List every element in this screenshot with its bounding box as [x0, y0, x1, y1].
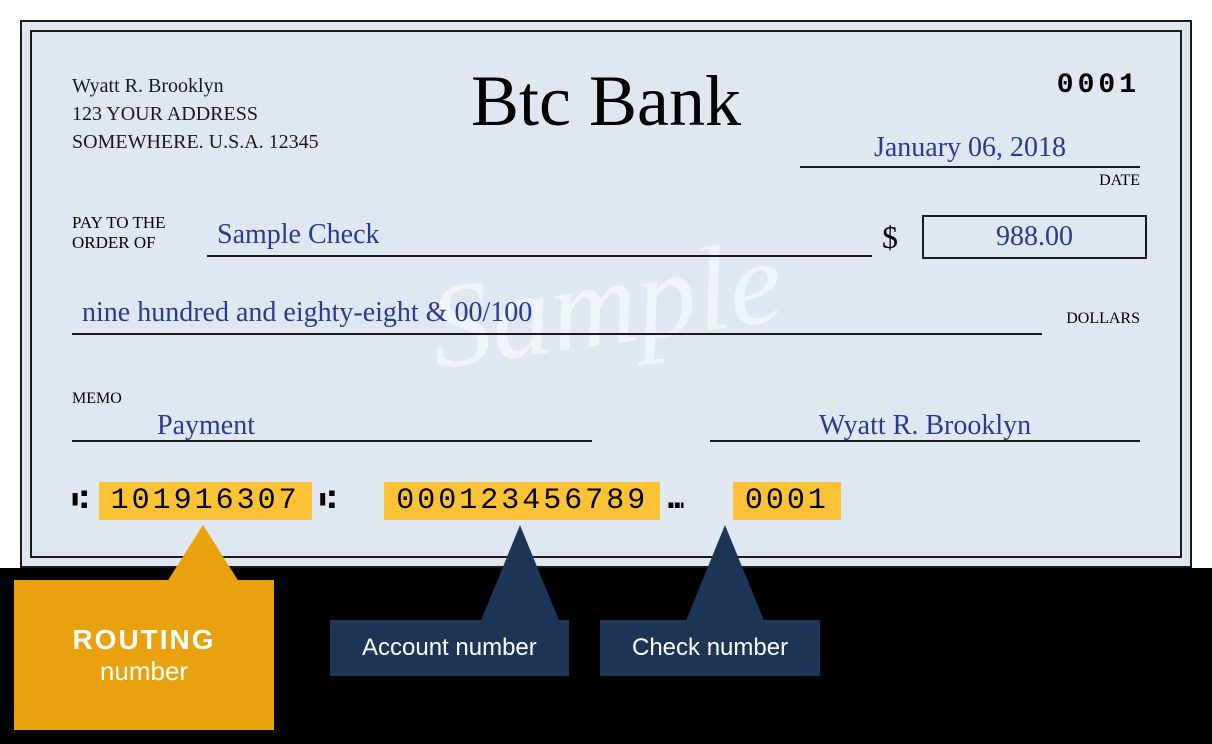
- routing-arrow-icon: [165, 525, 241, 585]
- pay-to-line: Sample Check: [207, 219, 872, 257]
- amount-words-value: nine hundred and eighty-eight & 00/100: [72, 297, 532, 328]
- micr-symbol-start: ⑆: [72, 486, 91, 516]
- memo-value: Payment: [72, 410, 255, 441]
- date-value: January 06, 2018: [800, 132, 1140, 168]
- dollars-label: DOLLARS: [1066, 310, 1140, 328]
- date-label: DATE: [800, 172, 1140, 190]
- account-callout: Account number: [330, 620, 569, 676]
- pay-to-value: Sample Check: [207, 219, 380, 250]
- check-container: Sample Wyatt R. Brooklyn 123 YOUR ADDRES…: [20, 20, 1192, 568]
- bank-name: Btc Bank: [471, 60, 741, 143]
- check-number-highlight: 0001: [733, 482, 841, 520]
- memo-line: Payment: [72, 410, 592, 442]
- date-section: January 06, 2018 DATE: [800, 132, 1140, 190]
- pay-to-label-line1: PAY TO THE: [72, 213, 166, 233]
- routing-callout-title: ROUTING: [72, 624, 215, 656]
- amount-words-line: nine hundred and eighty-eight & 00/100: [72, 297, 1042, 335]
- micr-line: ⑆ 101916307 ⑆ 000123456789 ⑉ 0001: [72, 482, 841, 520]
- account-number-highlight: 000123456789: [384, 482, 660, 520]
- payer-address: Wyatt R. Brooklyn 123 YOUR ADDRESS SOMEW…: [72, 72, 319, 156]
- routing-callout-subtitle: number: [100, 656, 188, 687]
- micr-symbol-dash: ⑉: [668, 486, 687, 516]
- amount-box: 988.00: [922, 215, 1147, 259]
- checknum-callout: Check number: [600, 620, 820, 676]
- payer-address-line2: SOMEWHERE. U.S.A. 12345: [72, 128, 319, 156]
- payer-address-line1: 123 YOUR ADDRESS: [72, 100, 319, 128]
- micr-symbol-mid: ⑆: [320, 486, 339, 516]
- payer-name: Wyatt R. Brooklyn: [72, 72, 319, 100]
- signature-value: Wyatt R. Brooklyn: [710, 410, 1140, 442]
- routing-callout: ROUTING number: [14, 580, 274, 730]
- pay-to-label-line2: ORDER OF: [72, 233, 166, 253]
- check-number-top: 0001: [1057, 70, 1140, 101]
- check-inner: Sample Wyatt R. Brooklyn 123 YOUR ADDRES…: [30, 30, 1182, 558]
- routing-number-highlight: 101916307: [99, 482, 312, 520]
- signature-line: Wyatt R. Brooklyn: [710, 410, 1140, 442]
- dollar-sign: $: [882, 219, 898, 256]
- pay-to-label: PAY TO THE ORDER OF: [72, 213, 166, 254]
- memo-label: MEMO: [72, 390, 122, 408]
